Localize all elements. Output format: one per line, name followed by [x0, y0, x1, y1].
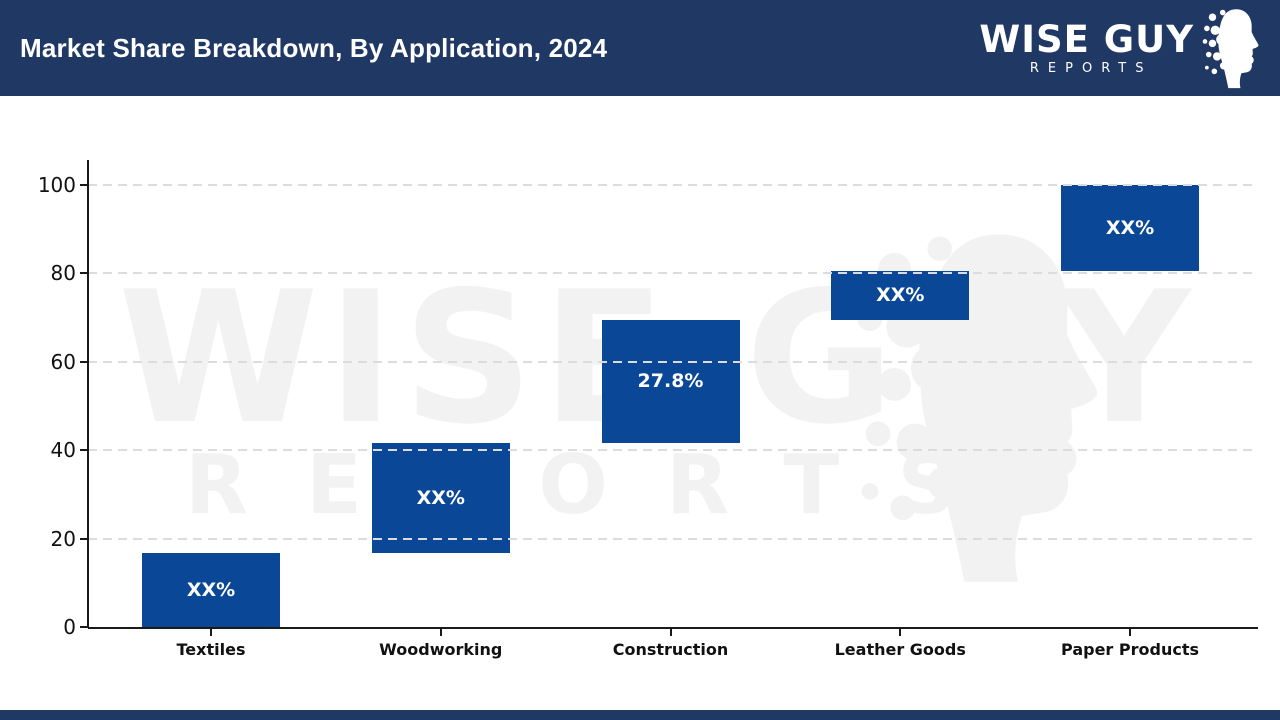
gridline-100: [88, 183, 1258, 186]
header: Market Share Breakdown, By Application, …: [0, 0, 1280, 96]
footer-bar: [0, 710, 1280, 720]
xtick-mark-0: [210, 629, 212, 636]
ytick-mark-20: [80, 537, 88, 540]
bar-paper-products: XX%: [1061, 184, 1199, 271]
xtick-mark-1: [439, 629, 442, 636]
xtick-mark-2: [669, 629, 672, 636]
xtick-label-3: Leather Goods: [834, 640, 966, 659]
xtick-label-1: Woodworking: [379, 640, 503, 659]
ytick-mark-60: [80, 360, 88, 363]
ytick-mark-40: [80, 449, 88, 451]
ytick-label-20: 20: [50, 526, 76, 551]
bar-textiles: XX%: [142, 553, 280, 627]
bar-value-label: XX%: [186, 579, 236, 602]
x-axis-line: [88, 627, 1258, 629]
gridline-40: [88, 449, 1258, 451]
gridline-80: [88, 272, 1258, 274]
ytick-mark-0: [80, 626, 88, 628]
y-axis-line: [87, 160, 89, 628]
bar-value-label: XX%: [876, 284, 925, 307]
ytick-mark-100: [80, 183, 88, 186]
ytick-label-40: 40: [50, 438, 76, 462]
watermark-text-reports: REPORTS: [185, 438, 1015, 533]
page-title: Market Share Breakdown, By Application, …: [20, 32, 608, 63]
ytick-mark-80: [80, 272, 88, 274]
bar-construction: 27.8%: [601, 319, 740, 443]
bar-leather-goods: XX%: [831, 270, 970, 320]
bar-value-label: XX%: [1105, 216, 1155, 239]
logo-reports-text: REPORTS: [1029, 61, 1153, 76]
bar-value-label: 27.8%: [637, 370, 704, 393]
gridline-60: [88, 360, 1258, 363]
ytick-label-0: 0: [63, 615, 76, 639]
ytick-label-100: 100: [37, 172, 76, 197]
gridline-20: [88, 537, 1258, 540]
bar-value-label: XX%: [416, 486, 465, 509]
ytick-label-60: 60: [50, 349, 76, 374]
wise-guy-logo: WISE GUY REPORTS: [979, 6, 1266, 90]
logo-head-icon: [1202, 9, 1259, 89]
xtick-mark-4: [1129, 629, 1131, 636]
bar-woodworking: XX%: [371, 442, 510, 554]
xtick-label-2: Construction: [612, 640, 729, 659]
ytick-label-80: 80: [50, 261, 76, 285]
xtick-label-0: Textiles: [176, 640, 246, 659]
xtick-mark-3: [899, 629, 902, 636]
logo-text: WISE GUY REPORTS: [979, 21, 1194, 75]
xtick-label-4: Paper Products: [1061, 640, 1199, 659]
logo-wiseguy-text: WISE GUY: [979, 18, 1194, 61]
